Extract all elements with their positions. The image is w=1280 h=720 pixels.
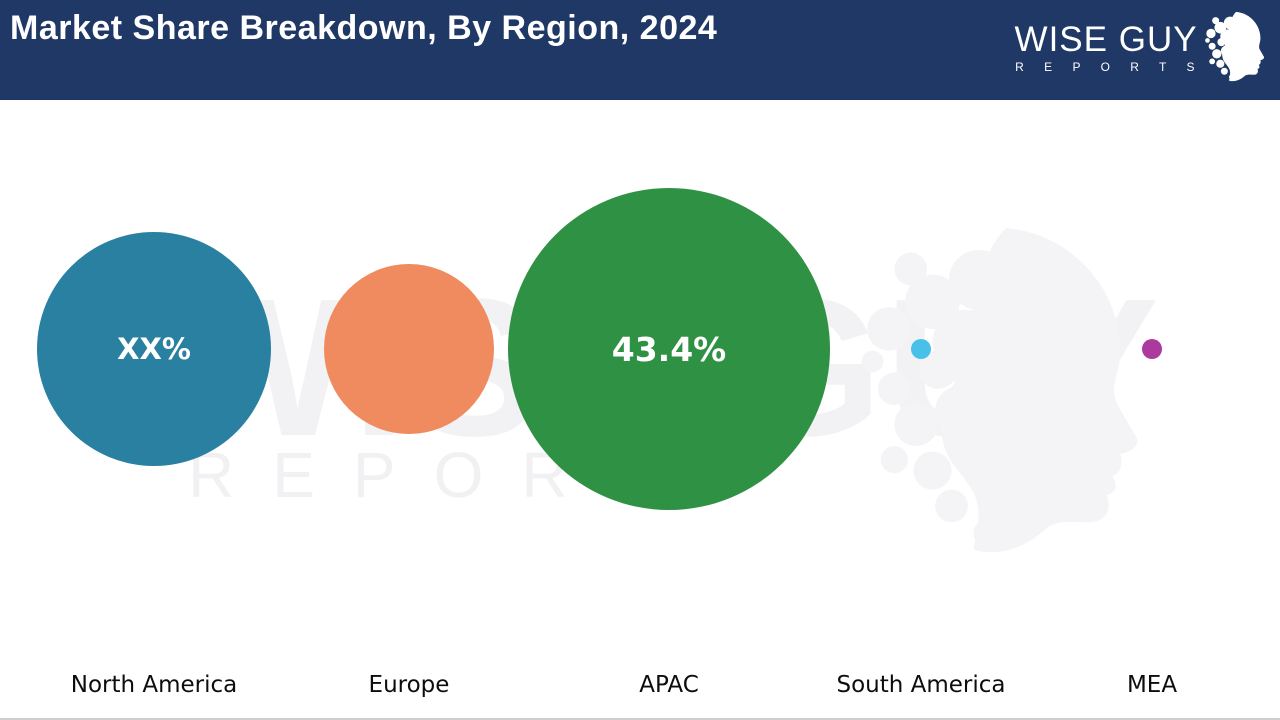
wiseguy-logo: WISE GUY R E P O R T S — [1015, 6, 1268, 96]
bubble-mea — [1142, 339, 1162, 359]
head-dot-cluster — [861, 249, 1039, 547]
wiseguy-head-icon — [1205, 11, 1265, 82]
category-label-europe: Europe — [368, 672, 450, 698]
bubble-south-america — [911, 339, 931, 359]
bubble-north-america: XX% — [37, 232, 271, 466]
wiseguy-logo-line2: R E P O R T S — [1015, 60, 1203, 74]
watermark-head-icon — [861, 228, 1138, 553]
bubble-value-label-north-america: XX% — [117, 332, 191, 366]
category-label-mea: MEA — [1126, 672, 1178, 698]
head-dot-cluster — [1205, 16, 1243, 80]
category-label-south-america: South America — [836, 672, 1006, 698]
bubble-value-label-apac: 43.4% — [611, 329, 727, 369]
category-label-north-america: North America — [70, 672, 238, 698]
category-label-apac: APAC — [639, 672, 699, 698]
wiseguy-logo-line1: WISE GUY — [1014, 20, 1198, 59]
header-bar: Market Share Breakdown, By Region, 2024 … — [0, 0, 1280, 100]
wiseguy-logo-text: WISE GUY R E P O R T S — [1009, 20, 1203, 75]
page-title: Market Share Breakdown, By Region, 2024 — [10, 9, 718, 47]
bubble-apac: 43.4% — [508, 188, 830, 510]
bubble-europe — [324, 264, 494, 434]
